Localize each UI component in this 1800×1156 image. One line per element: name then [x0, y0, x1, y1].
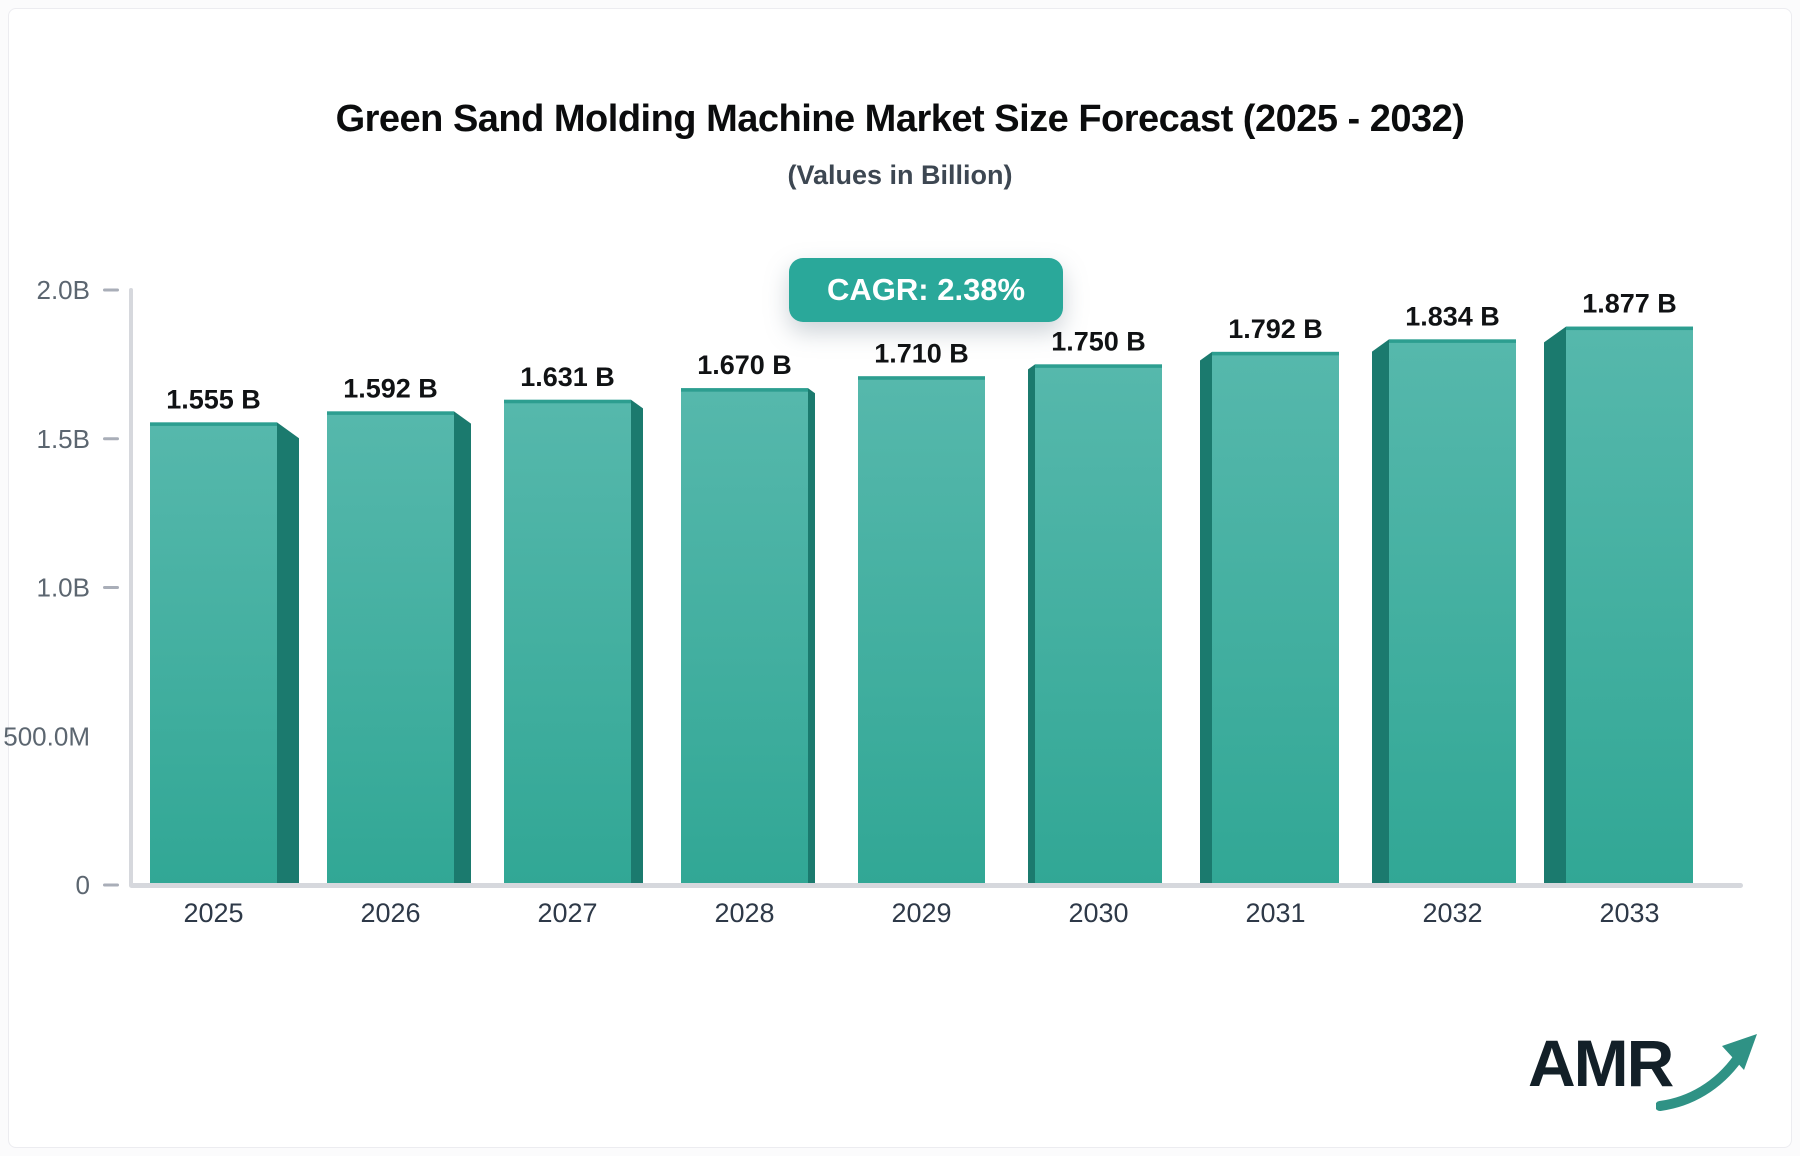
bar-value-label: 1.750 B — [1051, 326, 1146, 356]
amr-logo: AMR — [1528, 1026, 1757, 1120]
bar-side-face — [631, 399, 643, 885]
bar-top-edge — [1389, 339, 1516, 343]
bar-top-edge — [150, 422, 277, 426]
chart-subtitle: (Values in Billion) — [787, 160, 1013, 190]
bar-value-label: 1.792 B — [1228, 314, 1323, 344]
bar-top-edge — [1035, 364, 1162, 368]
bar — [504, 399, 631, 885]
y-tick-label: 2.0B — [37, 275, 91, 305]
x-axis-line — [129, 883, 1743, 888]
bar-side-face — [808, 388, 815, 885]
bar — [150, 422, 277, 885]
x-tick-label: 2028 — [714, 898, 774, 928]
y-tick-label: 1.5B — [37, 424, 91, 454]
bar — [1566, 326, 1693, 885]
bar — [681, 388, 808, 885]
bar-value-label: 1.710 B — [874, 338, 969, 368]
x-tick-label: 2027 — [537, 898, 597, 928]
bar-top-edge — [1566, 326, 1693, 331]
x-tick-label: 2025 — [183, 898, 243, 928]
y-tick-dash — [103, 883, 119, 887]
bar-value-label: 1.877 B — [1582, 289, 1677, 319]
bar-top-edge — [858, 376, 985, 380]
x-tick-label: 2031 — [1245, 898, 1305, 928]
bar — [1212, 351, 1339, 885]
y-tick-dash — [103, 586, 119, 589]
x-tick-label: 2026 — [360, 898, 420, 928]
chart-title: Green Sand Molding Machine Market Size F… — [335, 98, 1465, 140]
bar — [858, 376, 985, 885]
bar-side-face — [454, 411, 471, 885]
bar-side-face — [1200, 351, 1212, 885]
x-tick-label: 2029 — [891, 898, 951, 928]
bar-value-label: 1.555 B — [166, 384, 261, 414]
bar — [327, 411, 454, 885]
bar-top-edge — [681, 388, 808, 392]
bar-top-edge — [504, 399, 631, 404]
x-tick-label: 2033 — [1599, 898, 1659, 928]
cagr-badge: CAGR: 2.38% — [789, 258, 1064, 322]
bar-value-label: 1.592 B — [343, 373, 438, 403]
bar — [1389, 339, 1516, 885]
y-tick-label: 1.0B — [37, 573, 91, 603]
y-tick-label: 500.0M — [3, 721, 90, 751]
bar-value-label: 1.631 B — [520, 362, 615, 392]
y-tick-dash — [103, 437, 119, 441]
amr-logo-text: AMR — [1528, 1026, 1674, 1100]
y-tick-dash — [103, 288, 119, 292]
bar-side-face — [1372, 339, 1389, 885]
growth-arrow-icon — [1656, 1034, 1757, 1111]
y-axis-line — [129, 288, 133, 887]
bar — [1035, 364, 1162, 885]
bar-value-label: 1.670 B — [697, 350, 792, 380]
bar-value-label: 1.834 B — [1405, 301, 1500, 331]
bar-top-edge — [1212, 351, 1339, 356]
bar-side-face — [1544, 326, 1566, 885]
x-tick-label: 2030 — [1068, 898, 1128, 928]
bar-side-face — [1028, 364, 1035, 885]
y-tick-label: 0 — [76, 870, 90, 900]
bar-side-face — [277, 422, 299, 885]
bar-top-edge — [327, 411, 454, 415]
x-tick-label: 2032 — [1422, 898, 1482, 928]
